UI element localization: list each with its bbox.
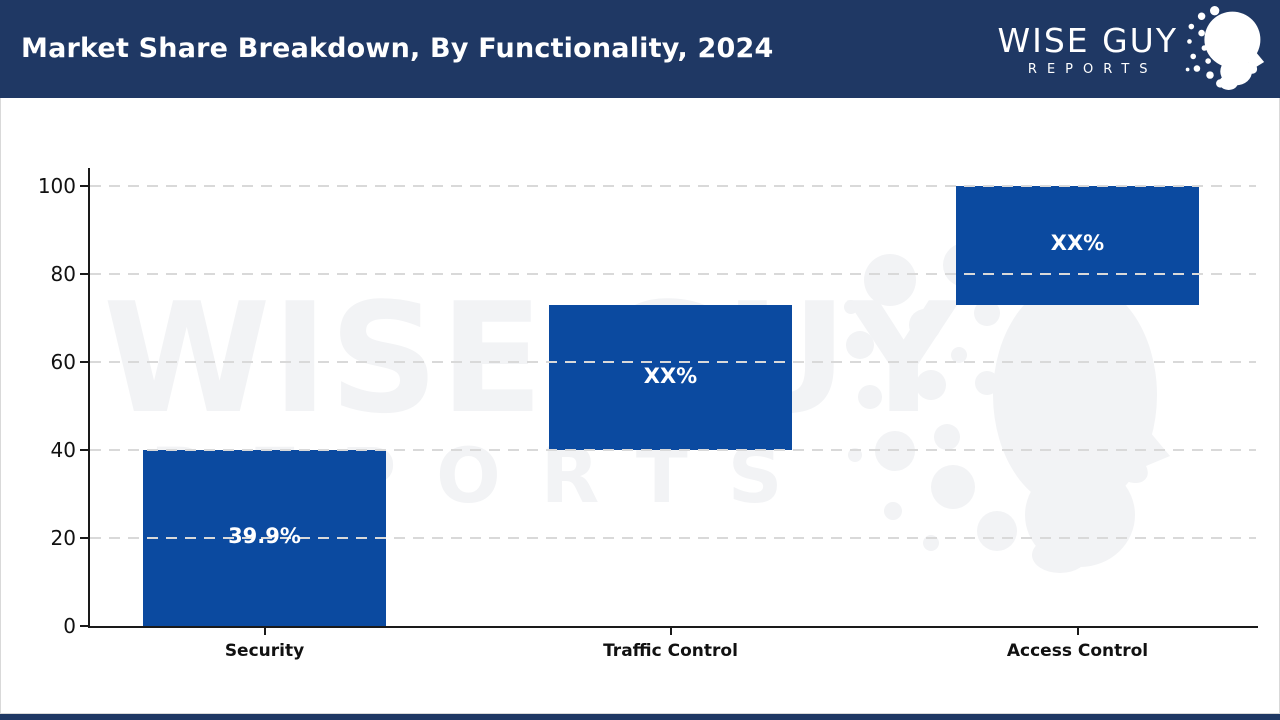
gridline-20	[90, 537, 1256, 539]
x-tick-traffic-control	[669, 628, 672, 635]
y-tick-label-80: 80	[50, 262, 76, 286]
x-tick-label-access-control: Access Control	[1006, 641, 1149, 661]
gridline-80	[90, 273, 1256, 275]
bar-traffic-control	[549, 304, 792, 451]
y-tick-label-60: 60	[50, 350, 76, 374]
chart-title: Market Share Breakdown, By Functionality…	[21, 33, 774, 64]
x-tick-label-traffic-control: Traffic Control	[603, 641, 738, 661]
logo-wordmark: WISE GUY	[997, 20, 1178, 60]
y-tick-label-20: 20	[50, 526, 76, 550]
wiseguy-reports-logo: WISE GUY REPORTS	[997, 4, 1266, 96]
wiseguy-face-icon	[1182, 4, 1266, 96]
y-tick-100	[80, 185, 88, 187]
bar-label-access-control: XX%	[1050, 231, 1105, 256]
x-tick-security	[263, 628, 266, 635]
bar-label-traffic-control: XX%	[643, 363, 698, 388]
y-tick-label-100: 100	[37, 174, 76, 198]
gridline-60	[90, 361, 1256, 363]
x-axis-line	[88, 626, 1258, 628]
y-tick-label-0: 0	[63, 614, 76, 638]
y-tick-20	[80, 537, 88, 539]
y-tick-0	[80, 625, 88, 627]
header-bar: Market Share Breakdown, By Functionality…	[0, 0, 1280, 98]
footer-bar	[0, 714, 1280, 720]
bar-label-security: 39.9%	[228, 524, 301, 549]
gridline-40	[90, 449, 1256, 451]
y-axis-line	[88, 168, 90, 628]
x-tick-label-security: Security	[224, 641, 305, 661]
y-tick-40	[80, 449, 88, 451]
logo-subtitle: REPORTS	[1027, 61, 1158, 77]
y-tick-label-40: 40	[50, 438, 76, 462]
logo-text: WISE GUY REPORTS	[997, 20, 1178, 77]
gridline-100	[90, 185, 1256, 187]
y-tick-80	[80, 273, 88, 275]
x-tick-access-control	[1076, 628, 1079, 635]
y-tick-60	[80, 361, 88, 363]
